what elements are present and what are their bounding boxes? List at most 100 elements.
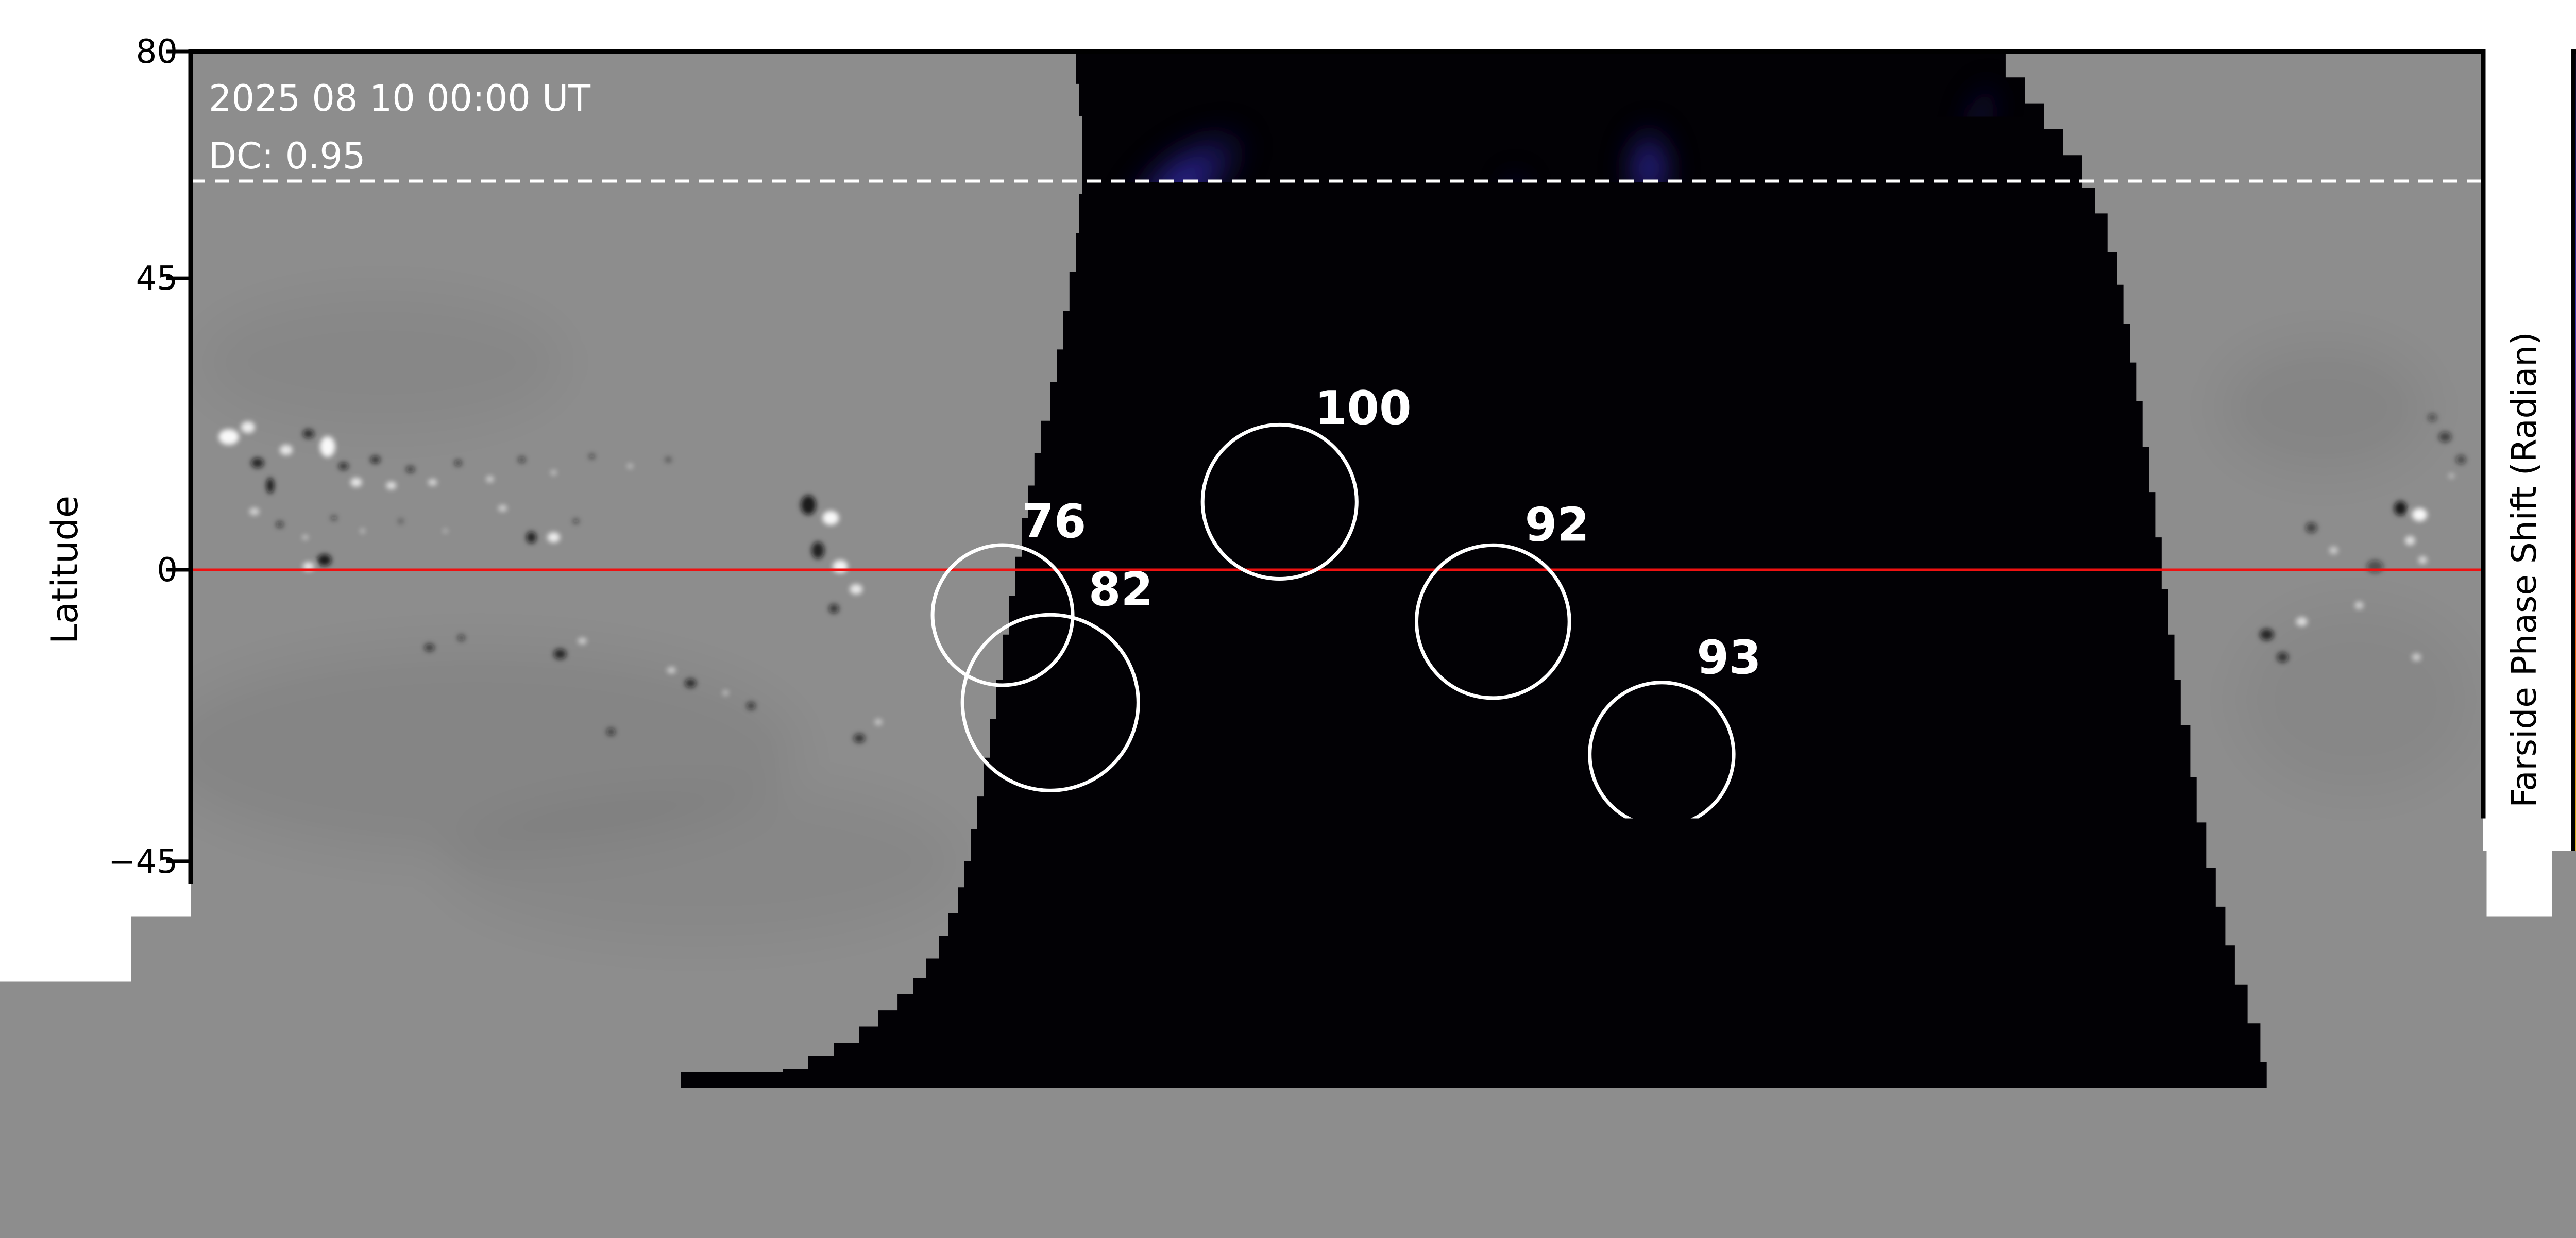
magnetogram-speckle bbox=[2405, 536, 2415, 546]
farside-blob bbox=[1016, 596, 1040, 615]
magnetogram-speckle bbox=[486, 476, 494, 483]
map-dc-label: DC: 0.95 bbox=[209, 135, 365, 177]
farside-blob bbox=[1348, 821, 1376, 844]
magnetogram-speckle bbox=[854, 734, 865, 743]
magnetogram-speckle bbox=[338, 462, 349, 470]
texture-patch bbox=[445, 784, 955, 939]
farside-blob bbox=[1280, 695, 1304, 717]
y-tick-label: 45 bbox=[136, 260, 178, 298]
magnetogram-speckle bbox=[276, 521, 284, 528]
solar-farside-map-figure: NSO INTEGRATED SYNOPTIC PROGRAM NISP 768… bbox=[0, 0, 2576, 1238]
magnetogram-speckle bbox=[518, 456, 526, 463]
farside-blob bbox=[1936, 567, 1974, 599]
magnetogram-speckle bbox=[2448, 473, 2454, 479]
magnetogram-speckle bbox=[428, 479, 437, 486]
magnetogram-speckle bbox=[360, 529, 365, 534]
magnetogram-speckle bbox=[667, 667, 676, 674]
magnetogram-speckle bbox=[606, 728, 615, 736]
farside-blob bbox=[1292, 725, 1343, 764]
x-tick-label: 360 bbox=[2452, 1124, 2515, 1162]
magnetogram-speckle bbox=[302, 535, 308, 540]
farside-blob bbox=[2101, 598, 2126, 620]
farside-blob bbox=[1795, 599, 1834, 632]
magnetogram-speckle bbox=[822, 511, 839, 525]
farside-blob bbox=[1509, 745, 1535, 770]
magnetogram-speckle bbox=[526, 532, 536, 544]
active-region-label: 93 bbox=[1697, 631, 1761, 685]
farside-blob bbox=[2071, 415, 2093, 446]
magnetogram-speckle bbox=[589, 454, 595, 459]
magnetogram-speckle bbox=[303, 429, 314, 438]
farside-blob bbox=[1834, 635, 1885, 673]
magnetogram-speckle bbox=[2354, 602, 2363, 609]
farside-blob bbox=[1822, 288, 1846, 308]
farside-blob bbox=[1620, 120, 1677, 217]
magnetogram-speckle bbox=[685, 679, 696, 688]
x-tick-label: 60 bbox=[552, 1124, 594, 1162]
x-axis-title: Carrington Longitude bbox=[1146, 1175, 1528, 1217]
magnetogram-speckle bbox=[406, 466, 415, 473]
magnetogram-speckle bbox=[443, 529, 448, 533]
farside-blob bbox=[1216, 468, 1330, 523]
texture-patch bbox=[2241, 608, 2470, 790]
magnetogram-speckle bbox=[578, 638, 587, 645]
map-panel: NSO INTEGRATED SYNOPTIC PROGRAM NISP 768… bbox=[159, 52, 2483, 1088]
magnetogram-speckle bbox=[2306, 522, 2317, 533]
magnetogram-speckle bbox=[2329, 547, 2338, 554]
magnetogram-speckle bbox=[547, 532, 560, 542]
active-region-label: 100 bbox=[1315, 381, 1412, 435]
farside-blob bbox=[1888, 306, 1933, 342]
farside-blob bbox=[1075, 703, 1096, 721]
farside-blob bbox=[1038, 932, 1101, 958]
farside-blob bbox=[1471, 567, 1496, 599]
magnetogram-speckle bbox=[2277, 652, 2288, 663]
farside-blob bbox=[1888, 499, 1933, 537]
magnetogram-speckle bbox=[498, 505, 507, 512]
magnetogram-speckle bbox=[2296, 617, 2308, 626]
magnetogram-speckle bbox=[627, 464, 633, 469]
x-tick-label: 300 bbox=[2070, 1124, 2132, 1162]
magnetogram-speckle bbox=[398, 519, 403, 524]
farside-blob bbox=[1413, 384, 1438, 405]
farside-blob bbox=[1254, 633, 1318, 674]
farside-blob bbox=[1942, 233, 1980, 285]
magnetogram-speckle bbox=[2412, 653, 2421, 661]
magnetogram-speckle bbox=[2260, 629, 2274, 640]
magnetogram-speckle bbox=[2394, 501, 2407, 516]
farside-blob bbox=[1738, 336, 1789, 375]
magnetogram-speckle bbox=[218, 429, 239, 445]
logo-wordmark: NISP bbox=[2322, 986, 2466, 1043]
farside-blob bbox=[997, 968, 1021, 988]
magnetogram-speckle bbox=[454, 460, 462, 466]
active-region-label: 82 bbox=[1089, 563, 1153, 617]
y-tick-label: 80 bbox=[136, 33, 178, 71]
x-tick-label: 240 bbox=[1688, 1124, 1751, 1162]
farside-blob bbox=[1840, 411, 1878, 444]
y-tick-label: −45 bbox=[108, 843, 178, 881]
magnetogram-speckle bbox=[2456, 455, 2466, 464]
farside-blob bbox=[2058, 635, 2081, 654]
magnetogram-speckle bbox=[554, 649, 567, 659]
magnetogram-speckle bbox=[875, 719, 883, 725]
farside-blob bbox=[948, 997, 987, 1023]
magnetogram-speckle bbox=[266, 478, 274, 493]
farside-blob bbox=[1878, 685, 1917, 714]
magnetogram-speckle bbox=[457, 635, 465, 641]
y-axis-title: Latitude bbox=[44, 496, 86, 644]
farside-blob bbox=[995, 881, 1016, 933]
x-tick-label: 120 bbox=[923, 1124, 986, 1162]
magnetogram-speckle bbox=[331, 515, 337, 520]
magnetogram-speckle bbox=[280, 445, 293, 455]
magnetogram-speckle bbox=[2438, 432, 2451, 442]
farside-blob bbox=[2050, 460, 2101, 524]
active-region-label: 76 bbox=[1022, 495, 1086, 549]
farside-blob bbox=[1142, 324, 1163, 349]
active-region-label: 92 bbox=[1525, 498, 1589, 552]
magnetogram-speckle bbox=[251, 457, 264, 468]
farside-blob bbox=[1499, 168, 1531, 220]
texture-patch bbox=[204, 298, 560, 428]
magnetogram-speckle bbox=[386, 482, 396, 489]
magnetogram-speckle bbox=[829, 604, 839, 614]
farside-blob bbox=[1840, 1049, 1878, 1075]
magnetogram-speckle bbox=[425, 643, 435, 651]
